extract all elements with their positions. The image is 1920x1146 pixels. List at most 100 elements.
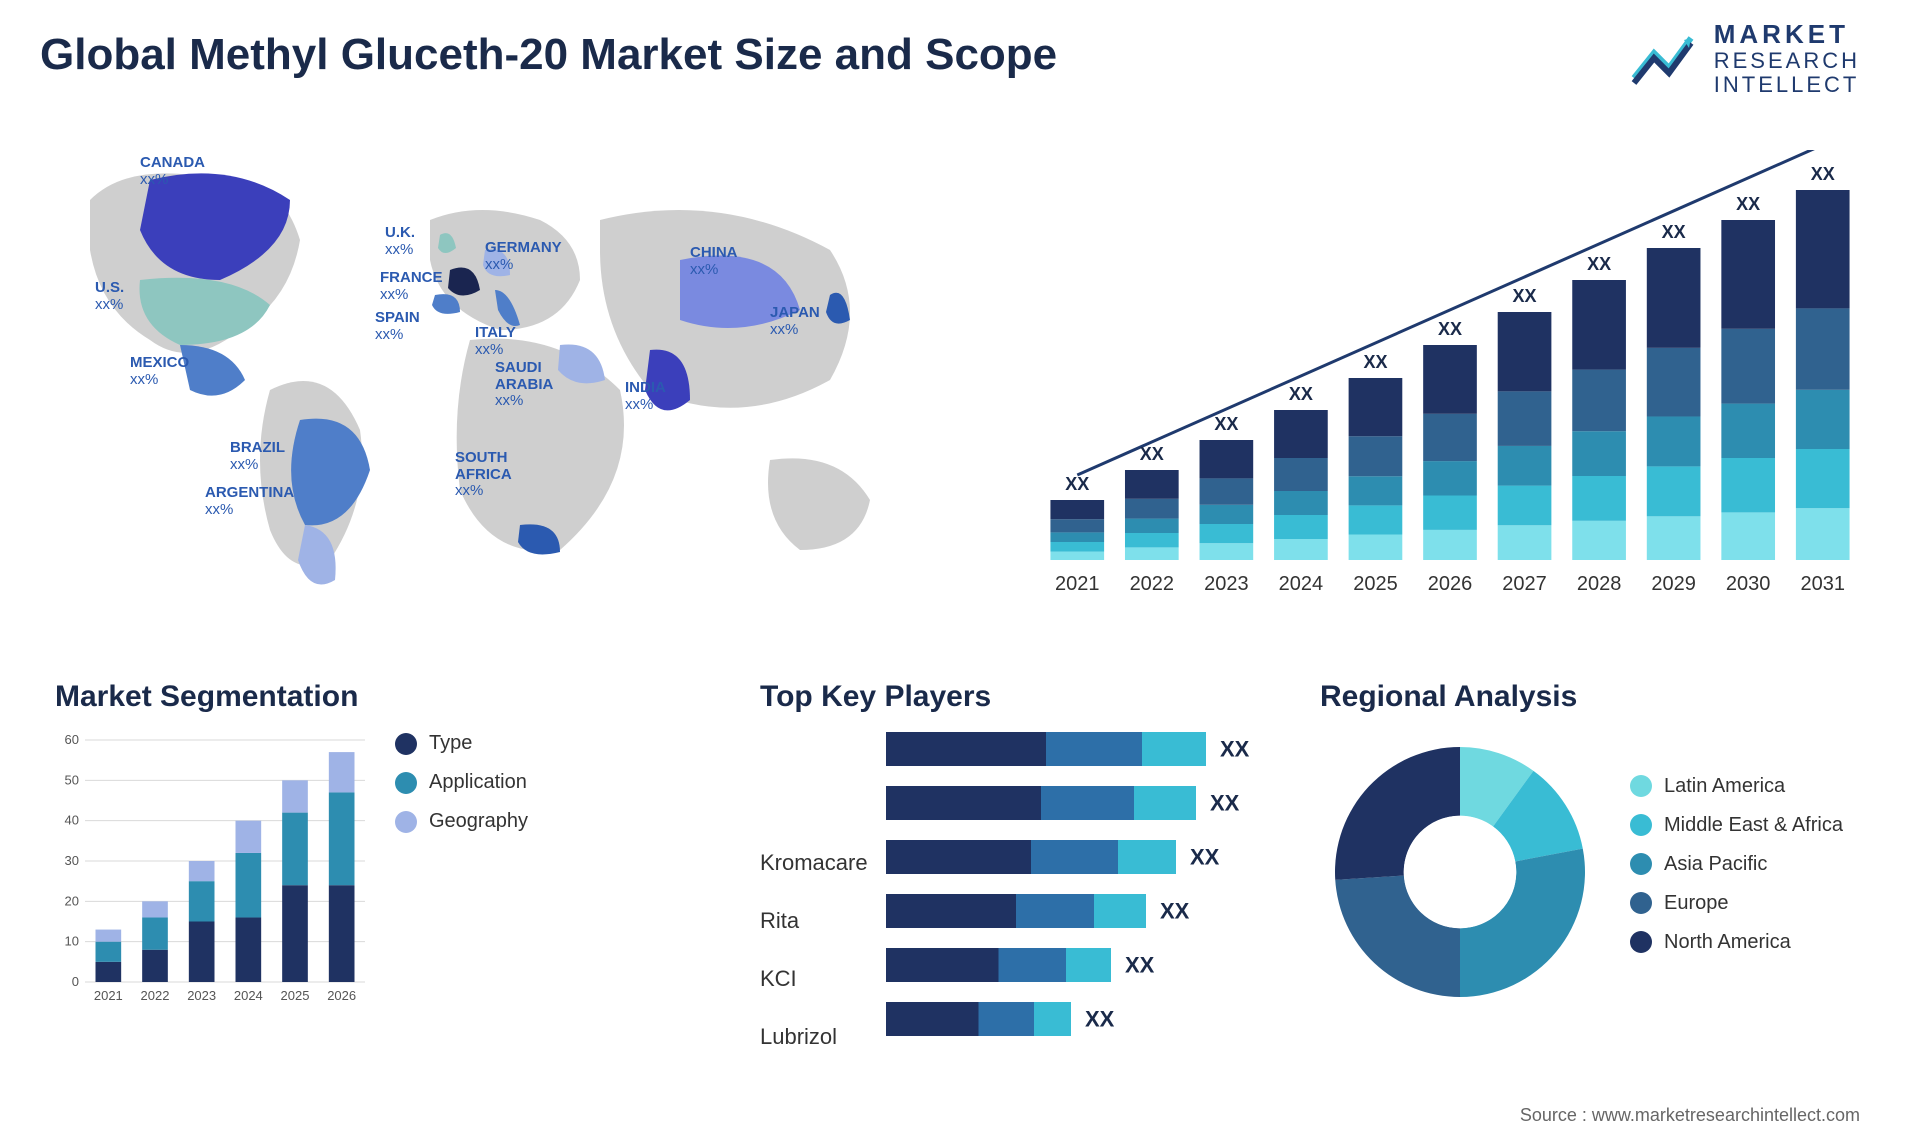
seg-legend-item: Application <box>395 771 528 794</box>
segmentation-chart: 0102030405060202120222023202420252026 <box>55 732 365 1012</box>
legend-text: Europe <box>1664 892 1729 915</box>
legend-swatch <box>1630 814 1652 836</box>
region-legend-item: North America <box>1630 931 1843 954</box>
regional-panel: Regional Analysis Latin America Middle Ea… <box>1320 680 1880 1012</box>
page-title: Global Methyl Gluceth-20 Market Size and… <box>40 30 1057 80</box>
svg-text:2021: 2021 <box>1055 573 1100 595</box>
legend-swatch <box>395 811 417 833</box>
map-label-southafrica: SOUTHAFRICAxx% <box>455 450 512 500</box>
region-legend-item: Middle East & Africa <box>1630 814 1843 837</box>
svg-text:2030: 2030 <box>1726 573 1771 595</box>
legend-swatch <box>395 733 417 755</box>
svg-text:2024: 2024 <box>234 988 263 1003</box>
svg-text:XX: XX <box>1210 790 1240 815</box>
svg-text:2029: 2029 <box>1651 573 1696 595</box>
svg-text:2026: 2026 <box>327 988 356 1003</box>
regional-donut <box>1320 732 1600 1012</box>
svg-text:XX: XX <box>1220 736 1250 761</box>
legend-text: Geography <box>429 810 528 833</box>
logo-text-2: RESEARCH <box>1714 49 1860 73</box>
svg-text:0: 0 <box>72 974 79 989</box>
svg-text:20: 20 <box>65 893 79 908</box>
brand-logo: MARKET RESEARCH INTELLECT <box>1629 20 1860 97</box>
regional-legend: Latin America Middle East & Africa Asia Pa… <box>1630 775 1843 970</box>
svg-text:XX: XX <box>1736 194 1760 214</box>
player-label: Rita <box>760 908 868 942</box>
map-label-india: INDIAxx% <box>625 380 666 413</box>
svg-text:2022: 2022 <box>141 988 170 1003</box>
svg-text:XX: XX <box>1160 898 1190 923</box>
svg-text:XX: XX <box>1363 352 1387 372</box>
svg-text:XX: XX <box>1190 844 1220 869</box>
legend-text: Asia Pacific <box>1664 853 1767 876</box>
map-label-mexico: MEXICOxx% <box>130 355 189 388</box>
map-label-saudiarabia: SAUDIARABIAxx% <box>495 360 553 410</box>
svg-text:2021: 2021 <box>94 988 123 1003</box>
svg-text:XX: XX <box>1438 319 1462 339</box>
map-label-us: U.S.xx% <box>95 280 124 313</box>
map-label-china: CHINAxx% <box>690 245 738 278</box>
svg-text:2026: 2026 <box>1428 573 1473 595</box>
svg-text:XX: XX <box>1085 1006 1115 1031</box>
logo-icon <box>1629 28 1699 88</box>
legend-swatch <box>1630 853 1652 875</box>
svg-text:60: 60 <box>65 732 79 747</box>
svg-text:XX: XX <box>1513 286 1537 306</box>
svg-text:2025: 2025 <box>1353 573 1398 595</box>
player-label: Kromacare <box>760 850 868 884</box>
legend-swatch <box>395 772 417 794</box>
legend-swatch <box>1630 931 1652 953</box>
region-legend-item: Europe <box>1630 892 1843 915</box>
map-label-argentina: ARGENTINAxx% <box>205 485 294 518</box>
svg-text:2027: 2027 <box>1502 573 1547 595</box>
regional-title: Regional Analysis <box>1320 680 1880 714</box>
legend-swatch <box>1630 775 1652 797</box>
segmentation-legend: Type Application Geography <box>395 732 528 1012</box>
logo-text-1: MARKET <box>1714 20 1860 49</box>
legend-text: Type <box>429 732 472 755</box>
svg-text:50: 50 <box>65 772 79 787</box>
legend-swatch <box>1630 892 1652 914</box>
players-panel: Top Key Players KromacareRitaKCILubrizol… <box>760 680 1270 1062</box>
svg-text:XX: XX <box>1587 254 1611 274</box>
region-legend-item: Latin America <box>1630 775 1843 798</box>
seg-legend-item: Type <box>395 732 528 755</box>
svg-text:XX: XX <box>1125 952 1155 977</box>
svg-text:40: 40 <box>65 813 79 828</box>
legend-text: North America <box>1664 931 1791 954</box>
legend-text: Middle East & Africa <box>1664 814 1843 837</box>
svg-text:2023: 2023 <box>1204 573 1249 595</box>
map-label-japan: JAPANxx% <box>770 305 820 338</box>
svg-text:30: 30 <box>65 853 79 868</box>
segmentation-title: Market Segmentation <box>55 680 615 714</box>
map-label-brazil: BRAZILxx% <box>230 440 285 473</box>
svg-text:XX: XX <box>1811 164 1835 184</box>
legend-text: Application <box>429 771 527 794</box>
svg-text:2023: 2023 <box>187 988 216 1003</box>
svg-text:XX: XX <box>1140 444 1164 464</box>
world-map: CANADAxx% U.S.xx% MEXICOxx% BRAZILxx% ARGENT… <box>40 130 940 630</box>
svg-text:2025: 2025 <box>281 988 310 1003</box>
segmentation-panel: Market Segmentation 01020304050602021202… <box>55 680 615 1012</box>
region-legend-item: Asia Pacific <box>1630 853 1843 876</box>
svg-text:2022: 2022 <box>1130 573 1175 595</box>
map-label-spain: SPAINxx% <box>375 310 420 343</box>
map-label-france: FRANCExx% <box>380 270 443 303</box>
players-chart: XX XX XX XX XX XX <box>886 732 1270 1062</box>
svg-text:2024: 2024 <box>1279 573 1324 595</box>
svg-text:XX: XX <box>1289 384 1313 404</box>
map-label-italy: ITALYxx% <box>475 325 516 358</box>
growth-chart: XX 2021 XX 2022 XX 2023 XX 2024 XX 2025 XX 2026 XX 20… <box>1030 150 1860 610</box>
svg-text:2031: 2031 <box>1800 573 1845 595</box>
player-label: KCI <box>760 966 868 1000</box>
legend-text: Latin America <box>1664 775 1785 798</box>
map-label-uk: U.K.xx% <box>385 225 415 258</box>
svg-text:XX: XX <box>1662 222 1686 242</box>
map-label-canada: CANADAxx% <box>140 155 205 188</box>
players-title: Top Key Players <box>760 680 1270 714</box>
players-labels: KromacareRitaKCILubrizol <box>760 732 868 1062</box>
svg-text:XX: XX <box>1065 474 1089 494</box>
seg-legend-item: Geography <box>395 810 528 833</box>
map-label-germany: GERMANYxx% <box>485 240 562 273</box>
source-text: Source : www.marketresearchintellect.com <box>1520 1105 1860 1126</box>
